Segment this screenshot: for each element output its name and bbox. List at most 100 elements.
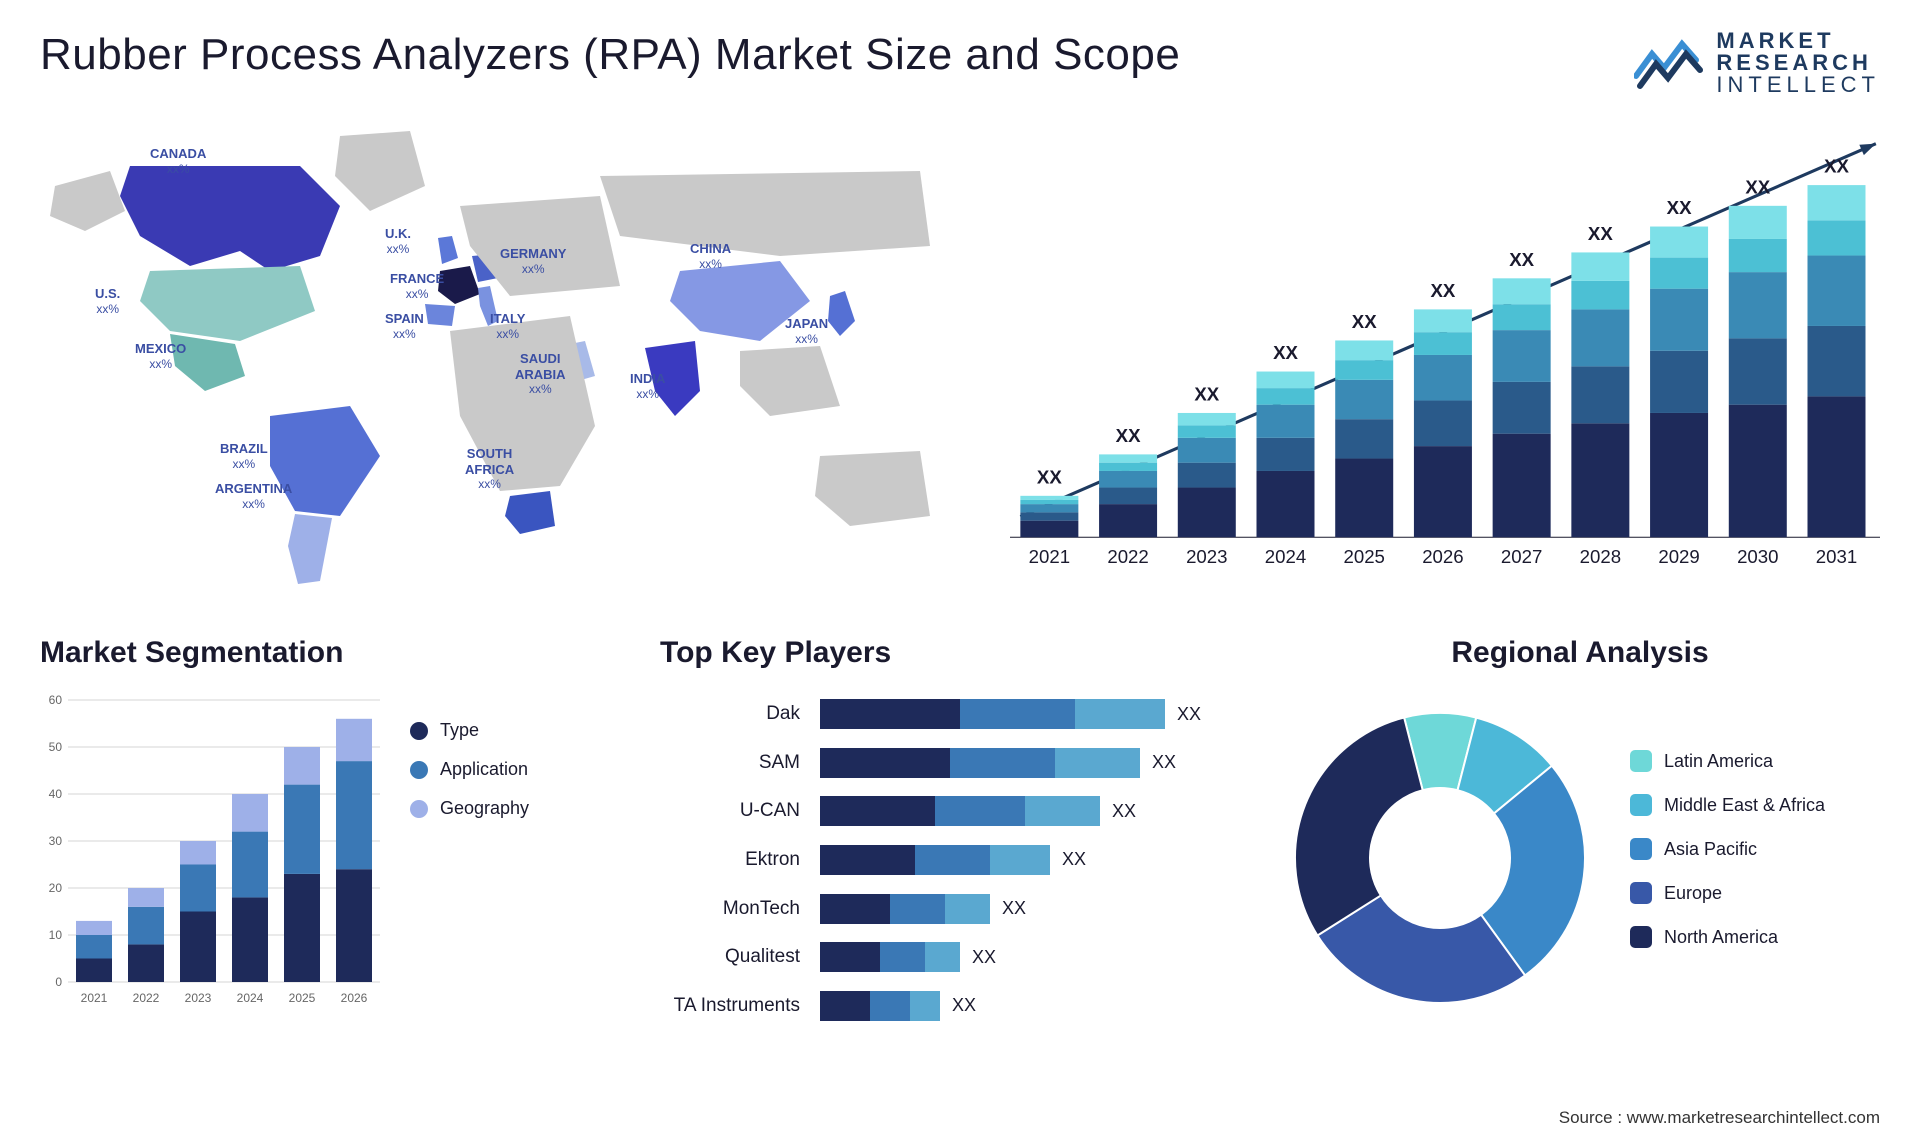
- kp-bar: [820, 748, 1140, 778]
- svg-text:XX: XX: [1194, 384, 1219, 405]
- svg-text:XX: XX: [1588, 223, 1613, 244]
- map-label-south-africa: SOUTHAFRICAxx%: [465, 446, 514, 492]
- svg-text:XX: XX: [1116, 425, 1141, 446]
- kp-label: Dak: [766, 703, 800, 725]
- legend-swatch-icon: [1630, 794, 1652, 816]
- kp-label: SAM: [759, 752, 800, 774]
- kp-row: XX: [820, 748, 1220, 778]
- header: Rubber Process Analyzers (RPA) Market Si…: [40, 30, 1880, 96]
- svg-text:XX: XX: [1430, 280, 1455, 301]
- legend-dot-icon: [410, 722, 428, 740]
- seg-legend-geography: Geography: [410, 798, 600, 819]
- kp-bar: [820, 991, 940, 1021]
- main-growth-chart: XX2021XX2022XX2023XX2024XX2025XX2026XX20…: [1010, 116, 1880, 596]
- kp-label: TA Instruments: [674, 995, 800, 1017]
- kp-bar: [820, 942, 960, 972]
- kp-value: XX: [1002, 898, 1026, 919]
- svg-text:2025: 2025: [289, 991, 316, 1005]
- bottom-row: Market Segmentation 01020304050602021202…: [40, 636, 1880, 1056]
- map-label-saudi-arabia: SAUDIARABIAxx%: [515, 351, 566, 397]
- map-label-mexico: MEXICOxx%: [135, 341, 186, 371]
- kp-value: XX: [1152, 752, 1176, 773]
- map-label-japan: JAPANxx%: [785, 316, 828, 346]
- kp-bar: [820, 845, 1050, 875]
- legend-swatch-icon: [1630, 750, 1652, 772]
- svg-text:XX: XX: [1824, 156, 1849, 177]
- kp-value: XX: [952, 995, 976, 1016]
- seg-legend-application: Application: [410, 759, 600, 780]
- kp-label: U-CAN: [740, 800, 800, 822]
- svg-text:XX: XX: [1273, 342, 1298, 363]
- legend-swatch-icon: [1630, 882, 1652, 904]
- regional-panel: Regional Analysis Latin AmericaMiddle Ea…: [1280, 636, 1880, 1056]
- segmentation-panel: Market Segmentation 01020304050602021202…: [40, 636, 600, 1056]
- region-legend-item: Middle East & Africa: [1630, 794, 1880, 816]
- brand-logo: MARKET RESEARCH INTELLECT: [1634, 30, 1880, 96]
- svg-text:2024: 2024: [1265, 546, 1306, 567]
- svg-text:XX: XX: [1667, 197, 1692, 218]
- kp-row: XX: [820, 699, 1220, 729]
- svg-text:2026: 2026: [1422, 546, 1463, 567]
- svg-text:2030: 2030: [1737, 546, 1778, 567]
- kp-bar: [820, 699, 1165, 729]
- regional-donut-wrap: Latin AmericaMiddle East & AfricaAsia Pa…: [1280, 690, 1880, 1030]
- kp-row: XX: [820, 894, 1220, 924]
- svg-text:2022: 2022: [1107, 546, 1148, 567]
- region-legend-item: Europe: [1630, 882, 1880, 904]
- map-label-argentina: ARGENTINAxx%: [215, 481, 292, 511]
- svg-text:0: 0: [55, 975, 62, 989]
- kp-row: XX: [820, 991, 1220, 1021]
- page-title: Rubber Process Analyzers (RPA) Market Si…: [40, 30, 1180, 80]
- kp-value: XX: [1177, 704, 1201, 725]
- logo-mark-icon: [1634, 36, 1704, 91]
- kp-value: XX: [972, 947, 996, 968]
- map-label-spain: SPAINxx%: [385, 311, 424, 341]
- region-legend-item: Asia Pacific: [1630, 838, 1880, 860]
- svg-text:40: 40: [49, 787, 63, 801]
- svg-text:XX: XX: [1352, 311, 1377, 332]
- region-legend-item: North America: [1630, 926, 1880, 948]
- seg-legend-type: Type: [410, 720, 600, 741]
- kp-label: Ektron: [745, 849, 800, 871]
- svg-text:60: 60: [49, 693, 63, 707]
- svg-text:2022: 2022: [133, 991, 160, 1005]
- kp-bar: [820, 894, 990, 924]
- svg-text:20: 20: [49, 881, 63, 895]
- keyplayers-panel: Top Key Players Dak SAM U-CAN Ektron MonTech…: [660, 636, 1220, 1056]
- svg-text:2024: 2024: [237, 991, 264, 1005]
- kp-row: XX: [820, 942, 1220, 972]
- svg-text:2029: 2029: [1658, 546, 1699, 567]
- kp-row: XX: [820, 845, 1220, 875]
- svg-text:2023: 2023: [1186, 546, 1227, 567]
- keyplayers-title: Top Key Players: [660, 636, 1220, 670]
- segmentation-bars: 0102030405060202120222023202420252026: [40, 690, 380, 1010]
- map-label-india: INDIAxx%: [630, 371, 665, 401]
- map-label-italy: ITALYxx%: [490, 311, 525, 341]
- svg-text:2028: 2028: [1580, 546, 1621, 567]
- svg-text:50: 50: [49, 740, 63, 754]
- world-map-panel: CANADAxx%U.S.xx%MEXICOxx%BRAZILxx%ARGENT…: [40, 116, 970, 596]
- kp-bar: [820, 796, 1100, 826]
- map-label-u-k-: U.K.xx%: [385, 226, 411, 256]
- segmentation-chart: 0102030405060202120222023202420252026 Ty…: [40, 690, 600, 1030]
- regional-donut: [1280, 698, 1600, 1018]
- kp-value: XX: [1062, 849, 1086, 870]
- map-label-canada: CANADAxx%: [150, 146, 206, 176]
- map-label-china: CHINAxx%: [690, 241, 731, 271]
- svg-text:2021: 2021: [1029, 546, 1070, 567]
- kp-label: Qualitest: [725, 946, 800, 968]
- segmentation-legend: Type Application Geography: [410, 690, 600, 1030]
- svg-text:2026: 2026: [341, 991, 368, 1005]
- svg-text:XX: XX: [1509, 249, 1534, 270]
- svg-text:30: 30: [49, 834, 63, 848]
- legend-swatch-icon: [1630, 926, 1652, 948]
- kp-label: MonTech: [723, 898, 800, 920]
- kp-value: XX: [1112, 801, 1136, 822]
- segmentation-title: Market Segmentation: [40, 636, 600, 670]
- svg-text:XX: XX: [1745, 176, 1770, 197]
- svg-text:XX: XX: [1037, 466, 1062, 487]
- legend-dot-icon: [410, 761, 428, 779]
- top-row: CANADAxx%U.S.xx%MEXICOxx%BRAZILxx%ARGENT…: [40, 116, 1880, 596]
- keyplayers-chart: Dak SAM U-CAN Ektron MonTech Qualitest TA Inst…: [660, 690, 1220, 1030]
- svg-text:2031: 2031: [1816, 546, 1857, 567]
